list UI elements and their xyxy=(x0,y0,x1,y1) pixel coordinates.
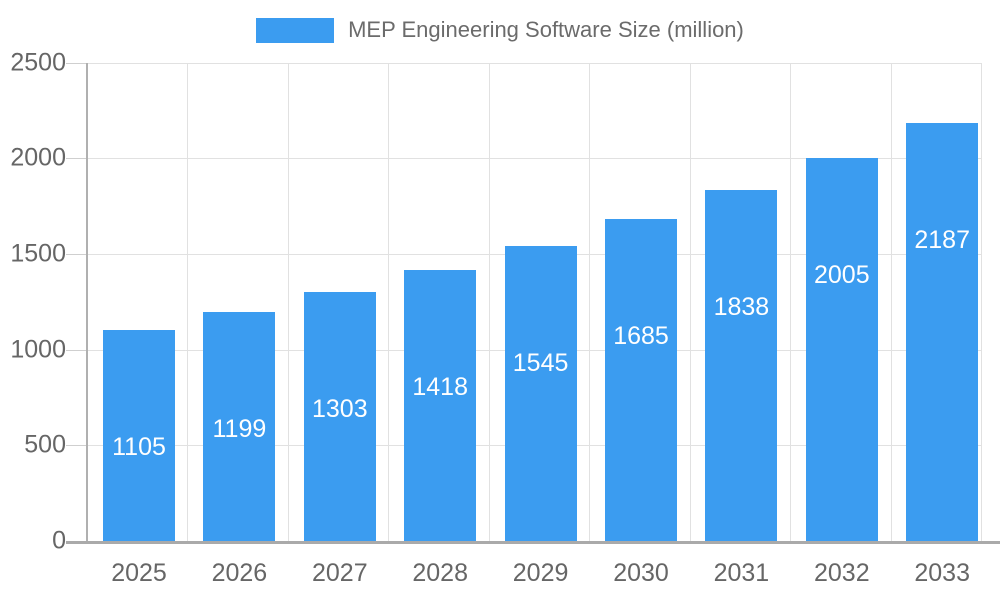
x-tick-label-2032: 2032 xyxy=(813,559,870,587)
x-axis-line xyxy=(66,541,1000,544)
bar-2033[interactable] xyxy=(906,122,979,541)
legend-item-label: MEP Engineering Software Size (million) xyxy=(348,17,744,42)
x-tick-label-2031: 2031 xyxy=(713,559,770,587)
bar-2029[interactable] xyxy=(504,245,577,541)
gridline-vertical xyxy=(388,63,389,541)
gridline-vertical xyxy=(589,63,590,541)
bar-2031[interactable] xyxy=(705,189,778,541)
bar-value-label-2031: 1838 xyxy=(713,292,770,321)
gridline-vertical xyxy=(981,63,982,541)
gridline-vertical xyxy=(690,63,691,541)
y-tick-label-500: 500 xyxy=(24,430,66,459)
x-tick-label-2029: 2029 xyxy=(512,559,569,587)
y-axis-line xyxy=(86,63,88,541)
bar-2025[interactable] xyxy=(103,329,175,541)
gridline-vertical xyxy=(891,63,892,541)
x-tick-label-2027: 2027 xyxy=(311,559,368,587)
plot-area: 1105 1199 1303 1418 1545 1685 1838 2005 2187 xyxy=(86,63,982,541)
bar-value-label-2027: 1303 xyxy=(311,394,368,423)
gridline-vertical xyxy=(187,63,188,541)
y-tick-mark xyxy=(66,445,86,446)
x-tick-label-2025: 2025 xyxy=(111,559,167,587)
y-tick-label-2000: 2000 xyxy=(10,143,66,172)
x-tick-label-2033: 2033 xyxy=(914,559,970,587)
bar-2028[interactable] xyxy=(404,269,477,541)
gridline-vertical xyxy=(489,63,490,541)
bar-value-label-2032: 2005 xyxy=(813,260,870,289)
gridline-vertical xyxy=(790,63,791,541)
y-tick-mark xyxy=(66,158,86,159)
bar-value-label-2029: 1545 xyxy=(512,348,569,377)
y-tick-label-1500: 1500 xyxy=(10,239,66,268)
gridline-vertical xyxy=(288,63,289,541)
bar-2032[interactable] xyxy=(805,157,878,541)
bar-value-label-2026: 1199 xyxy=(212,414,267,443)
y-tick-label-2500: 2500 xyxy=(10,48,66,77)
bar-2027[interactable] xyxy=(303,291,376,541)
gridline-horizontal xyxy=(86,63,982,64)
y-axis-labels: 2500 2000 1500 1000 500 0 xyxy=(0,0,66,600)
y-tick-mark xyxy=(66,350,86,351)
y-tick-label-1000: 1000 xyxy=(10,335,66,364)
bar-value-label-2025: 1105 xyxy=(112,432,166,461)
x-tick-label-2028: 2028 xyxy=(412,559,468,587)
bar-value-label-2028: 1418 xyxy=(412,372,468,401)
gridline-horizontal xyxy=(86,158,982,159)
y-tick-label-0: 0 xyxy=(52,526,66,555)
bar-value-label-2030: 1685 xyxy=(613,321,669,350)
chart-legend: MEP Engineering Software Size (million) xyxy=(0,10,1000,50)
legend-item-mep-engineering-software-size[interactable]: MEP Engineering Software Size (million) xyxy=(256,17,744,43)
bar-2026[interactable] xyxy=(203,311,276,541)
bar-value-label-2033: 2187 xyxy=(914,225,970,254)
y-tick-mark xyxy=(66,254,86,255)
y-tick-mark xyxy=(66,63,86,64)
x-tick-label-2026: 2026 xyxy=(211,559,268,587)
legend-color-swatch-icon xyxy=(256,17,335,43)
x-tick-label-2030: 2030 xyxy=(613,559,669,587)
bar-2030[interactable] xyxy=(605,218,677,541)
